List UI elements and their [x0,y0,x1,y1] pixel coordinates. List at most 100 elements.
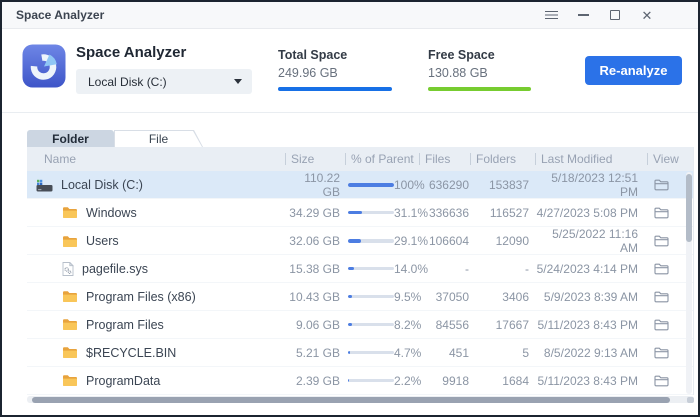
horizontal-scrollbar-thumb[interactable] [32,396,670,403]
percent-bar-fill [348,294,353,299]
table-row[interactable]: Users 32.06 GB 29.1% 106604 12090 5/25/2… [27,227,693,255]
table-row[interactable]: Program Files (x86) 10.43 GB 9.5% 37050 … [27,283,693,311]
row-files: - [465,261,469,276]
column-header-name[interactable]: Name [44,152,77,166]
folder-icon [62,346,78,359]
column-header-folders[interactable]: Folders [470,152,535,166]
row-name: Program Files (x86) [86,289,196,304]
tab-folder[interactable]: Folder [27,130,114,147]
free-space-label: Free Space [428,48,495,62]
minimize-button[interactable] [570,4,596,26]
open-folder-icon[interactable] [654,235,669,247]
row-percent: 29.1% [394,234,429,248]
row-name: ProgramData [86,373,161,388]
percent-bar [348,294,394,299]
row-size: 5.21 GB [295,345,340,360]
row-name: Program Files [86,317,164,332]
open-folder-icon[interactable] [654,207,669,219]
total-space-stat: Total Space 249.96 GB [278,48,392,91]
row-size: 9.06 GB [295,317,340,332]
folder-icon [62,318,78,331]
row-files: 9918 [442,373,469,388]
table-row[interactable]: pagefile.sys 15.38 GB 14.0% - - 5/24/202… [27,255,693,283]
minimize-icon [577,14,589,16]
row-name: pagefile.sys [82,261,149,276]
table-row[interactable]: Local Disk (C:) 110.22 GB 100% 636290 15… [27,171,693,199]
percent-bar [348,350,394,355]
percent-bar-fill [348,350,351,355]
file-gear-icon [62,261,74,276]
drive-selector[interactable]: Local Disk (C:) [76,69,252,94]
folder-icon [62,235,78,248]
row-size: 15.38 GB [289,261,340,276]
row-percent: 100% [394,178,425,192]
open-folder-icon[interactable] [654,291,669,303]
maximize-icon [610,10,620,20]
window-title: Space Analyzer [16,8,105,22]
table-row[interactable]: Program Files 9.06 GB 8.2% 84556 17667 5… [27,311,693,339]
tab-file[interactable]: File [114,130,203,147]
horizontal-scrollbar[interactable] [27,396,694,403]
row-name: Users [86,234,119,248]
reanalyze-button[interactable]: Re-analyze [585,56,682,85]
percent-bar-fill [348,210,363,215]
percent-bar [348,183,394,187]
row-files: 636290 [428,178,469,192]
titlebar: Space Analyzer ✕ [2,2,698,29]
percent-bar-fill [348,322,352,327]
column-header-modified[interactable]: Last Modified [535,152,647,166]
folder-icon [62,206,78,219]
column-header-size[interactable]: Size [285,152,345,166]
window-controls: ✕ [538,4,688,26]
row-percent: 4.7% [394,345,422,360]
open-folder-icon[interactable] [654,263,669,275]
column-header-view[interactable]: View [647,152,688,166]
row-modified: 5/9/2023 8:39 AM [543,289,638,304]
tab-folder-label: Folder [52,131,89,146]
total-space-label: Total Space [278,48,348,62]
total-space-bar [278,87,392,91]
vertical-scrollbar-thumb[interactable] [686,174,692,242]
row-folders: 1684 [502,373,529,388]
drive-icon [36,179,53,192]
vertical-scrollbar[interactable] [686,172,692,394]
maximize-button[interactable] [602,4,628,26]
open-folder-icon[interactable] [654,375,669,387]
percent-bar [348,239,394,243]
row-name: Windows [86,205,137,220]
close-icon: ✕ [641,7,653,23]
open-folder-icon[interactable] [654,179,669,191]
tab-file-label: File [148,131,169,146]
column-header-files[interactable]: Files [419,152,470,166]
row-percent: 9.5% [394,289,422,304]
table-row[interactable]: ProgramData 2.39 GB 2.2% 9918 1684 5/11/… [27,367,693,395]
row-folders: - [525,261,529,276]
row-folders: 5 [522,345,529,360]
row-modified: 5/18/2023 12:51 PM [551,171,638,199]
column-header-percent[interactable]: % of Parent [345,152,419,166]
open-folder-icon[interactable] [654,319,669,331]
row-files: 84556 [435,317,469,332]
open-folder-icon[interactable] [654,347,669,359]
row-modified: 5/24/2023 4:14 PM [536,261,638,276]
row-percent: 8.2% [394,317,422,332]
menu-button[interactable] [538,4,564,26]
row-folders: 116527 [489,205,529,220]
row-size: 34.29 GB [289,205,340,220]
table-row[interactable]: $RECYCLE.BIN 5.21 GB 4.7% 451 5 8/5/2022… [27,339,693,367]
table-row[interactable]: Windows 34.29 GB 31.1% 336636 116527 4/2… [27,199,693,227]
drive-selector-value: Local Disk (C:) [88,74,167,89]
free-space-stat: Free Space 130.88 GB [428,48,531,91]
row-modified: 5/11/2023 8:43 PM [537,317,638,332]
row-folders: 153837 [488,178,529,192]
folder-table: Name Size % of Parent Files Folders Last… [27,147,694,395]
close-button[interactable]: ✕ [634,4,660,26]
row-folders: 3406 [502,289,529,304]
percent-bar-fill [348,378,349,383]
row-size: 110.22 GB [304,171,340,199]
table-header: Name Size % of Parent Files Folders Last… [27,147,693,171]
row-files: 451 [448,345,469,360]
row-percent: 14.0% [394,261,429,276]
percent-bar-fill [348,266,355,271]
